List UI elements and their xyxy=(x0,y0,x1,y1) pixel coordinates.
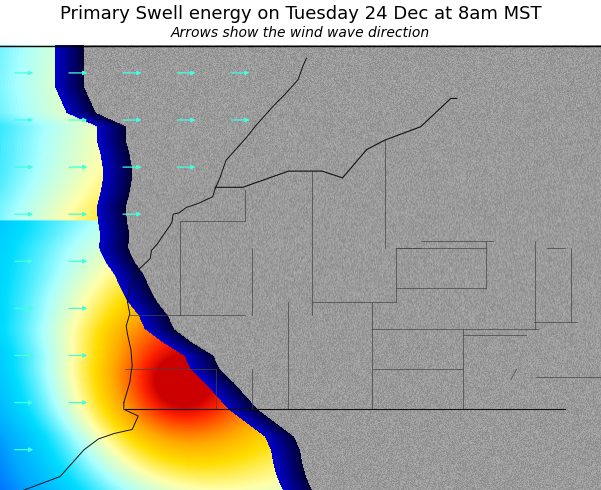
Text: Primary Swell energy on Tuesday 24 Dec at 8am MST: Primary Swell energy on Tuesday 24 Dec a… xyxy=(59,5,542,23)
Text: Arrows show the wind wave direction: Arrows show the wind wave direction xyxy=(171,26,430,40)
